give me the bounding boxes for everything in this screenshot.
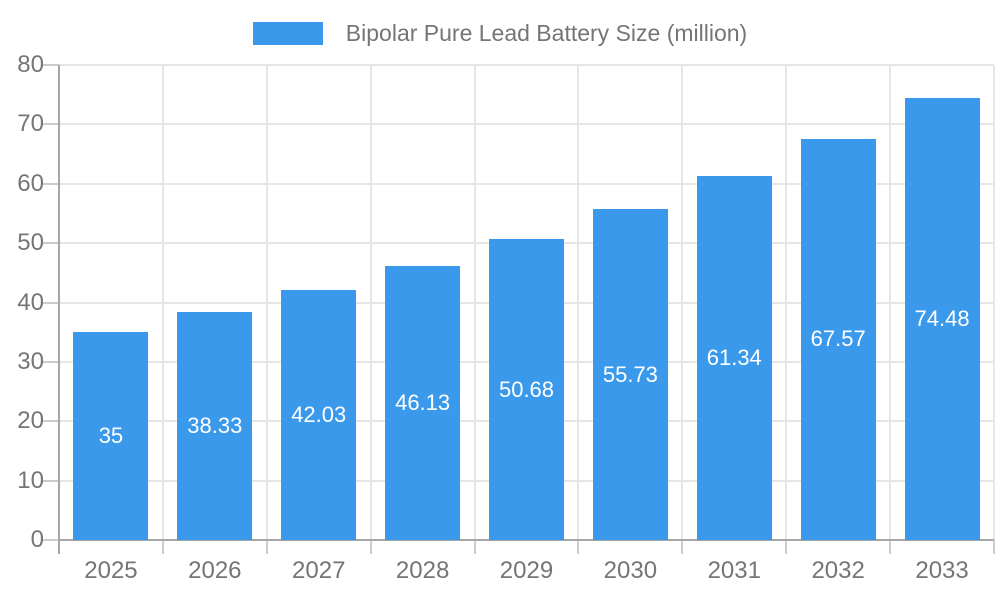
bar-value-label: 55.73 <box>602 361 658 387</box>
x-axis-tick <box>473 540 476 554</box>
bar-2030[interactable] <box>592 209 668 540</box>
bar-2029[interactable] <box>489 239 564 540</box>
y-axis-tick <box>43 182 59 185</box>
gridline-vertical <box>993 65 995 540</box>
bar-2028[interactable] <box>385 266 461 540</box>
x-axis-tick <box>369 540 372 554</box>
y-axis-tick-label: 40 <box>17 288 44 316</box>
x-axis-category-label: 2029 <box>499 557 554 584</box>
y-axis-tick-label: 80 <box>17 51 44 78</box>
x-axis-category-label: 2031 <box>707 557 761 584</box>
bar-value-label: 46.13 <box>395 390 451 416</box>
x-axis-line <box>59 539 994 541</box>
x-axis-category-label: 2032 <box>811 557 865 584</box>
gridline-vertical <box>889 65 892 540</box>
y-axis-tick <box>43 360 59 363</box>
y-axis-tick-label: 50 <box>17 229 44 257</box>
gridline-horizontal <box>59 123 994 126</box>
y-axis-tick-label: 10 <box>17 466 44 494</box>
x-axis-tick <box>265 540 268 554</box>
gridline-horizontal <box>59 182 994 185</box>
bar-2027[interactable] <box>281 290 357 540</box>
bar-2032[interactable] <box>800 138 876 540</box>
x-axis-tick <box>785 540 788 554</box>
bar-value-label: 67.57 <box>810 326 866 352</box>
gridline-vertical <box>681 65 684 540</box>
y-axis-tick <box>43 242 59 245</box>
y-axis-tick-label: 30 <box>17 347 44 375</box>
x-axis-category-label: 2033 <box>915 557 969 584</box>
gridline-vertical <box>369 65 372 540</box>
gridline-vertical <box>785 65 788 540</box>
gridline-vertical <box>265 65 268 540</box>
gridline-horizontal <box>59 64 994 66</box>
legend-series-label[interactable]: Bipolar Pure Lead Battery Size (million) <box>345 20 748 46</box>
y-axis-tick-label: 0 <box>30 526 44 553</box>
gridline-vertical <box>577 65 580 540</box>
y-axis-tick-label: 70 <box>17 110 44 138</box>
bar-value-label: 38.33 <box>187 413 243 439</box>
x-axis-category-label: 2028 <box>395 557 450 584</box>
bar-value-label: 42.03 <box>291 402 347 428</box>
x-axis-tick <box>993 540 995 554</box>
y-axis-tick-label: 20 <box>17 407 44 435</box>
x-axis-category-label: 2026 <box>188 557 242 584</box>
x-axis-tick <box>577 540 580 554</box>
bar-2025[interactable] <box>73 332 149 540</box>
y-axis-tick <box>43 64 59 66</box>
y-axis-tick <box>43 420 59 423</box>
x-axis-category-label: 2027 <box>292 557 346 584</box>
y-axis-tick-label: 60 <box>17 169 44 197</box>
y-axis-tick <box>43 301 59 304</box>
gridline-vertical <box>473 65 476 540</box>
y-axis-tick <box>43 479 59 482</box>
bar-2033[interactable] <box>904 97 980 540</box>
x-axis-tick <box>161 540 164 554</box>
legend-swatch[interactable] <box>252 22 323 45</box>
bar-value-label: 50.68 <box>498 376 555 402</box>
x-axis-category-label: 2030 <box>603 557 658 584</box>
y-axis-line <box>58 65 60 554</box>
bar-value-label: 74.48 <box>914 305 970 331</box>
bar-value-label: 61.34 <box>706 344 762 370</box>
legend: Bipolar Pure Lead Battery Size (million) <box>0 20 1000 47</box>
x-axis-tick <box>889 540 892 554</box>
bar-2031[interactable] <box>696 175 772 540</box>
x-axis-category-label: 2025 <box>84 557 138 584</box>
y-axis-tick <box>43 123 59 126</box>
bar-value-label: 35 <box>98 423 124 449</box>
y-axis-tick <box>43 539 59 541</box>
gridline-vertical <box>161 65 164 540</box>
bar-2026[interactable] <box>177 312 253 540</box>
x-axis-tick <box>681 540 684 554</box>
